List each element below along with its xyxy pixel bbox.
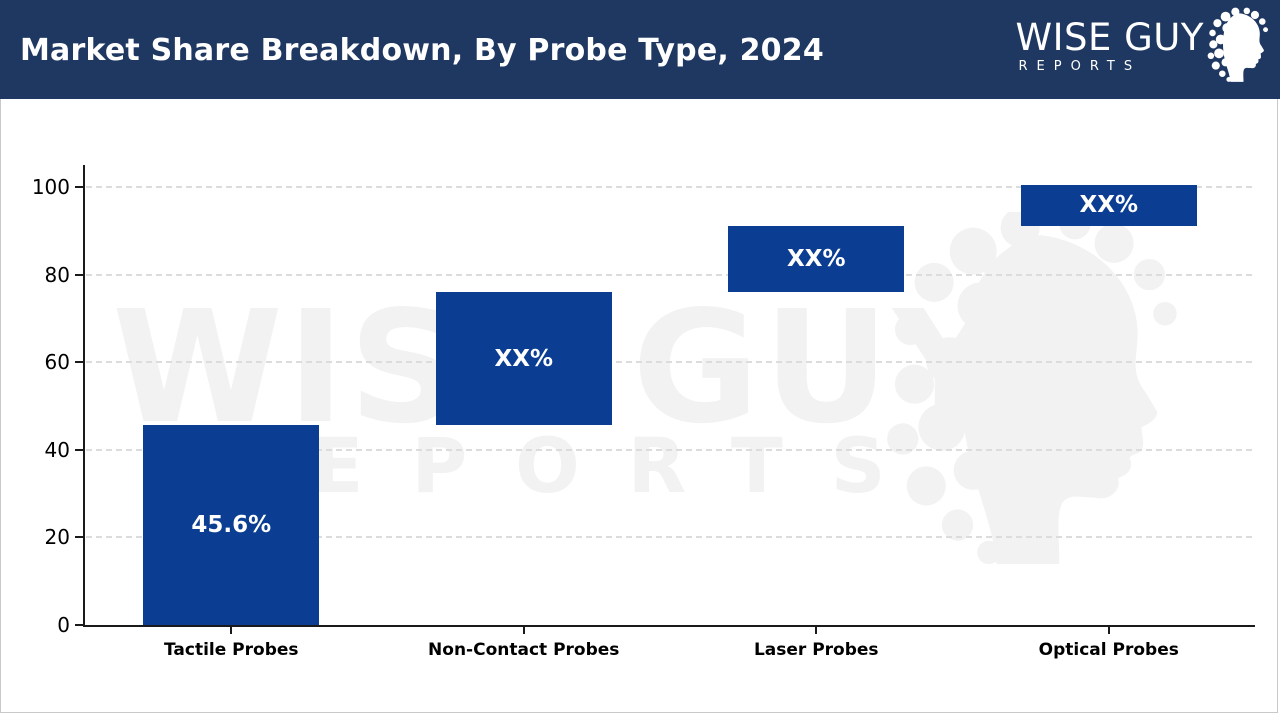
y-axis-tick-label: 0 [57,613,70,637]
x-axis-tick-label: Optical Probes [1038,640,1179,660]
x-axis-tick-label: Tactile Probes [163,640,299,660]
x-axis-tick [522,627,525,634]
y-axis-tick [75,448,83,451]
bar-value-label: XX% [786,245,846,272]
bar-value-label: XX% [1079,192,1138,219]
y-axis-tick [75,624,83,626]
gridline [86,186,1252,188]
y-axis-tick-label: 40 [44,437,70,462]
y-axis-tick-label: 80 [44,262,70,287]
x-axis-tick [1107,627,1110,634]
bar-value-label: 45.6% [191,512,272,539]
wise-guy-logo: WISE GUY REPORTS [1016,6,1268,86]
page-title: Market Share Breakdown, By Probe Type, 2… [20,33,824,68]
y-axis-tick [75,186,83,188]
x-axis-tick-label: Non-Contact Probes [428,640,620,660]
x-axis [83,625,1255,627]
x-axis-tick [815,627,818,634]
x-axis-tick [230,627,233,634]
gridline [86,361,1252,364]
gridline [86,448,1252,451]
y-axis-tick-label: 60 [44,350,70,375]
header: Market Share Breakdown, By Probe Type, 2… [0,0,1280,99]
bar-segment: XX% [435,292,612,426]
watermark-face-icon [887,212,1177,565]
y-axis-tick [75,536,83,539]
gridline [86,536,1252,539]
logo-text: WISE GUY REPORTS [1015,16,1204,75]
y-axis-tick [75,361,83,364]
y-axis-tick [75,273,83,276]
y-axis-tick-label: 20 [44,525,70,550]
bar-value-label: XX% [494,345,553,372]
x-axis-tick-label: Laser Probes [753,640,879,660]
y-axis-tick-label: 100 [31,175,70,199]
y-axis [83,165,85,627]
logo-wordmark: WISE GUY [1015,16,1204,59]
bar-segment: 45.6% [143,425,320,625]
gridline [86,273,1252,276]
logo-subtext: REPORTS [1018,59,1142,74]
bar-segment: XX% [728,225,905,293]
bar-segment: XX% [1020,185,1197,226]
logo-face-icon [1207,7,1268,82]
